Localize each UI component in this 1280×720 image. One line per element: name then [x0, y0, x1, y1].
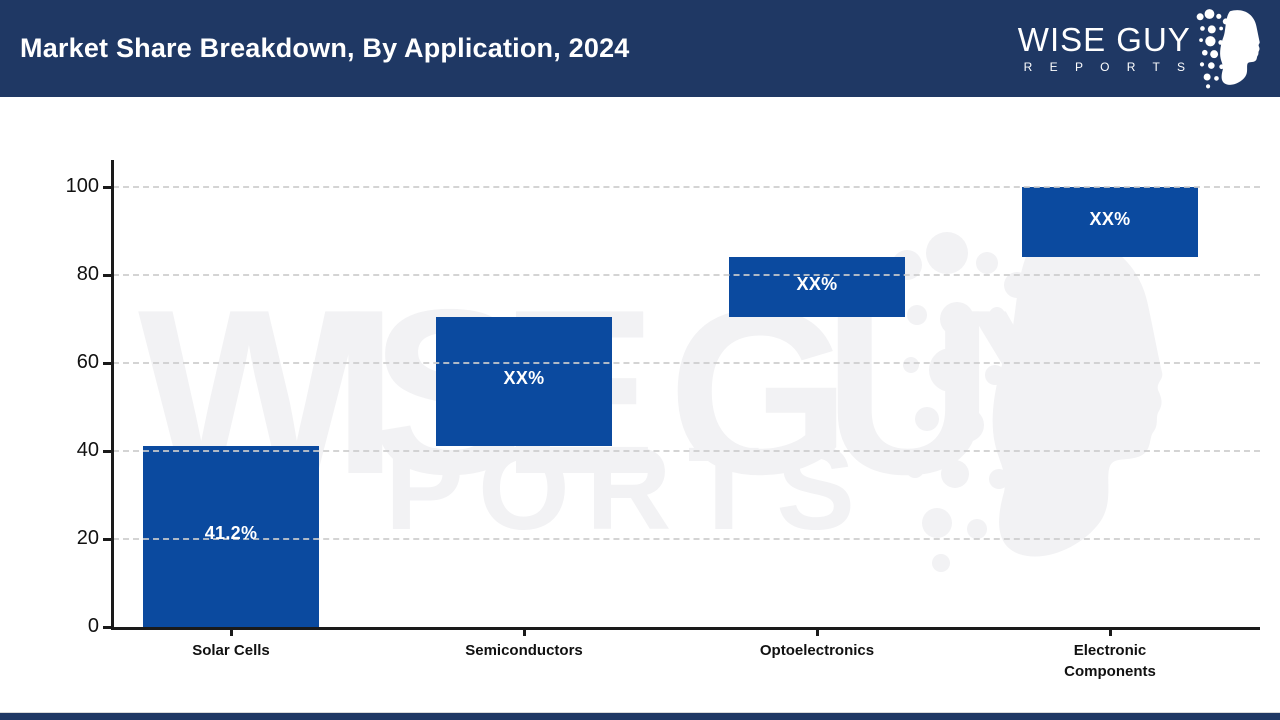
y-tick-label: 20	[76, 527, 99, 549]
logo-face-icon	[1196, 8, 1260, 88]
x-axis-line	[111, 627, 1260, 630]
gridline-60	[113, 362, 1260, 364]
x-category-label: Semiconductors	[465, 642, 583, 659]
x-category-label: Solar Cells	[192, 642, 270, 659]
y-tick-label: 60	[76, 351, 99, 373]
gridline-20	[113, 538, 1260, 540]
y-axis-line	[111, 160, 114, 629]
bar-electronic-components	[1022, 187, 1198, 257]
gridline-100	[113, 186, 1260, 188]
gridline-40	[113, 450, 1260, 452]
footer-accent-bar	[0, 712, 1280, 720]
bar-optoelectronics	[729, 257, 905, 317]
y-tick-label: 100	[65, 175, 99, 197]
y-tick-label: 40	[76, 439, 99, 461]
y-tick-20	[103, 538, 111, 541]
logo-wordmark: WISE GUY	[1017, 21, 1191, 58]
x-category-label: Electronic Components	[1064, 642, 1156, 680]
y-tick-80	[103, 274, 111, 277]
y-tick-60	[103, 362, 111, 365]
bar-semiconductors	[436, 317, 612, 446]
y-tick-40	[103, 450, 111, 453]
x-tick	[1109, 629, 1112, 636]
y-tick-100	[103, 186, 111, 189]
y-tick-label: 0	[87, 615, 99, 637]
x-tick	[816, 629, 819, 636]
x-category-label: Optoelectronics	[759, 642, 875, 659]
bar-value-label: XX%	[796, 274, 838, 294]
logo-subtitle: R E P O R T S	[1023, 60, 1192, 74]
bar-value-label: 41.2%	[204, 523, 258, 543]
bar-solar-cells	[143, 446, 319, 627]
wise-guy-reports-logo: WISE GUY R E P O R T S	[1017, 7, 1280, 91]
header-bar: Market Share Breakdown, By Application, …	[0, 0, 1280, 97]
bar-value-label: XX%	[1089, 209, 1131, 229]
y-tick-label: 80	[76, 263, 99, 285]
y-tick-0	[103, 626, 111, 629]
logo-text: WISE GUY R E P O R T S	[1017, 23, 1192, 74]
x-tick	[230, 629, 233, 636]
page-title: Market Share Breakdown, By Application, …	[20, 33, 630, 63]
x-tick	[523, 629, 526, 636]
gridline-80	[113, 274, 1260, 276]
bar-value-label: XX%	[503, 368, 545, 388]
